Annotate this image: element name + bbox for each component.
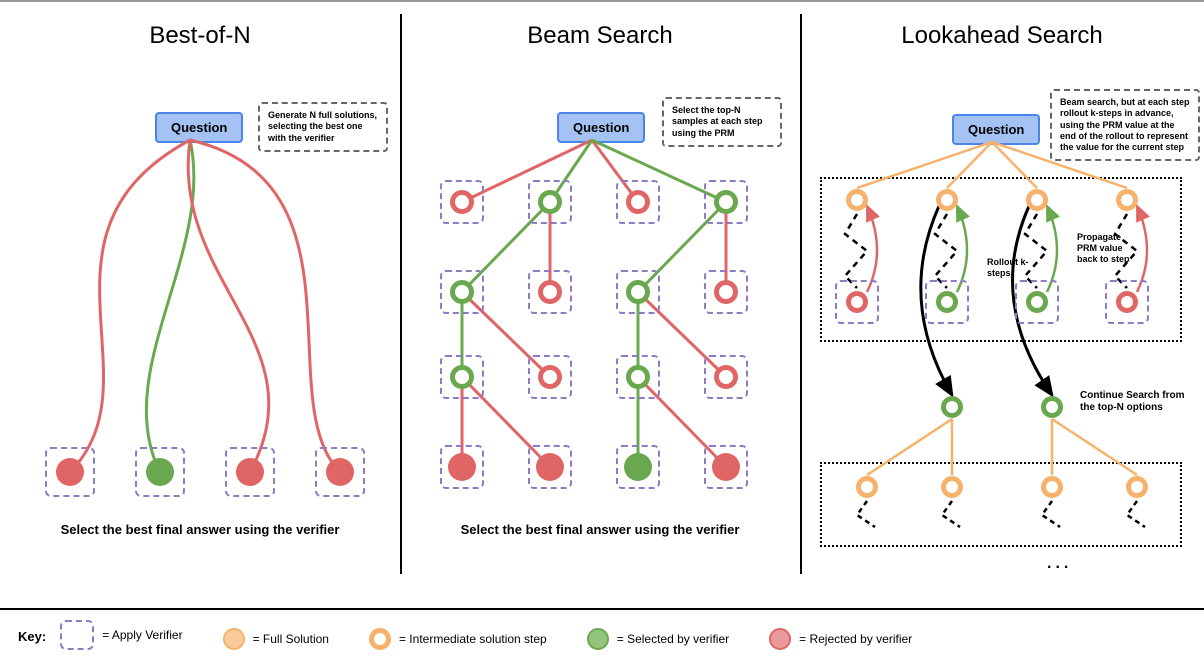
label-continue: Continue Search from the top-N options <box>1080 390 1190 414</box>
panel-title: Best-of-N <box>0 22 400 50</box>
panel-beam-search: Beam Search Question Select the top-N sa… <box>402 2 798 592</box>
step-node <box>1026 189 1048 211</box>
step-node <box>941 476 963 498</box>
legend: Key: = Apply Verifier = Full Solution = In… <box>0 610 1204 663</box>
info-box: Select the top-N samples at each step us… <box>662 97 782 147</box>
solution-node <box>536 453 564 481</box>
step-node <box>714 280 738 304</box>
info-box: Beam search, but at each step rollout k-… <box>1050 89 1200 161</box>
step-node <box>626 190 650 214</box>
legend-item: = Selected by verifier <box>587 628 729 650</box>
edges-svg <box>0 2 400 592</box>
solution-node <box>624 453 652 481</box>
rollout-node <box>936 291 958 313</box>
legend-text: = Intermediate solution step <box>399 632 547 646</box>
ellipsis-icon: ... <box>1047 554 1072 573</box>
step-node <box>1116 189 1138 211</box>
panel-title: Lookahead Search <box>802 22 1202 50</box>
step-node <box>846 189 868 211</box>
step-node <box>714 190 738 214</box>
legend-swatch <box>587 628 609 650</box>
question-box: Question <box>952 114 1040 145</box>
step-node <box>626 365 650 389</box>
legend-label: Key: <box>18 629 46 644</box>
solution-node <box>326 458 354 486</box>
legend-item: = Rejected by verifier <box>769 628 912 650</box>
panel-title: Beam Search <box>402 22 798 50</box>
step-node <box>1041 476 1063 498</box>
step-node <box>626 280 650 304</box>
dotted-region-bottom <box>820 462 1182 547</box>
panel-best-of-n: Best-of-N Question Generate N full solut… <box>0 2 400 592</box>
step-node <box>538 280 562 304</box>
legend-text: = Apply Verifier <box>102 628 182 642</box>
solution-node <box>712 453 740 481</box>
step-node <box>450 365 474 389</box>
solution-node <box>56 458 84 486</box>
legend-text: = Selected by verifier <box>617 632 729 646</box>
step-node <box>941 396 963 418</box>
step-node <box>714 365 738 389</box>
legend-swatch <box>60 620 94 650</box>
info-box: Generate N full solutions, selecting the… <box>258 102 388 152</box>
panel-caption: Select the best final answer using the v… <box>402 522 798 537</box>
rollout-node <box>1026 291 1048 313</box>
question-box: Question <box>557 112 645 143</box>
legend-swatch <box>223 628 245 650</box>
rollout-node <box>1116 291 1138 313</box>
step-node <box>538 365 562 389</box>
step-node <box>856 476 878 498</box>
legend-text: = Rejected by verifier <box>799 632 912 646</box>
step-node <box>450 190 474 214</box>
legend-text: = Full Solution <box>253 632 329 646</box>
solution-node <box>448 453 476 481</box>
rollout-node <box>846 291 868 313</box>
panel-caption: Select the best final answer using the v… <box>0 522 400 537</box>
legend-swatch <box>769 628 791 650</box>
legend-item: = Intermediate solution step <box>369 628 547 650</box>
diagram-canvas: Best-of-N Question Generate N full solut… <box>0 0 1204 610</box>
label-propagate: Propagate PRM value back to step <box>1077 232 1132 264</box>
solution-node <box>236 458 264 486</box>
question-box: Question <box>155 112 243 143</box>
panel-lookahead-search: Lookahead Search Question Beam search, b… <box>802 2 1202 592</box>
step-node <box>450 280 474 304</box>
step-node <box>936 189 958 211</box>
legend-item: = Full Solution <box>223 628 329 650</box>
solution-node <box>146 458 174 486</box>
legend-item: = Apply Verifier <box>60 620 182 650</box>
label-rollout: Rollout k-steps <box>987 257 1029 279</box>
legend-swatch <box>369 628 391 650</box>
step-node <box>1126 476 1148 498</box>
step-node <box>538 190 562 214</box>
step-node <box>1041 396 1063 418</box>
